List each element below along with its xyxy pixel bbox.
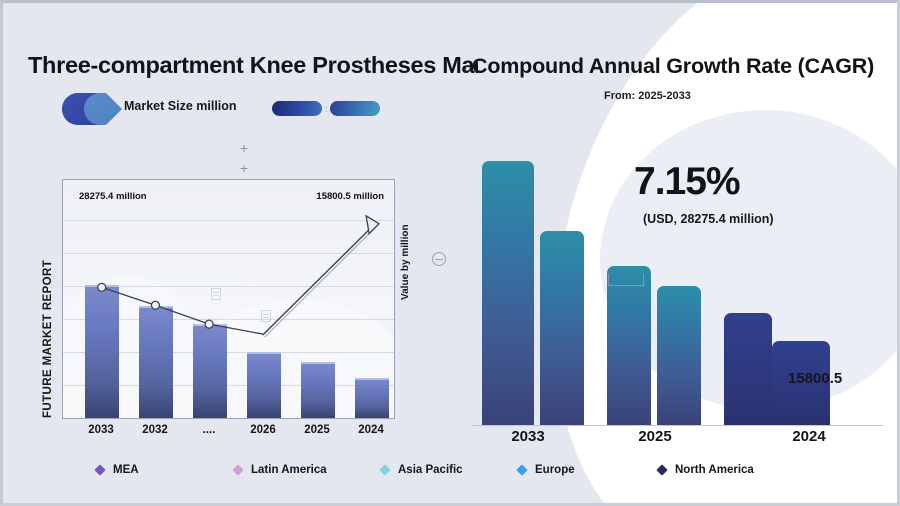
legend-label: North America (675, 464, 754, 476)
left-chart-y-axis-label: Value by million (400, 224, 411, 300)
right-x-label-2033: 2033 (511, 428, 545, 445)
legend-item-asia-pacific[interactable]: Asia Pacific (379, 464, 463, 476)
gridline (63, 319, 394, 320)
decor-bracket (608, 274, 645, 286)
rbar-2025-low (657, 286, 701, 426)
gridline (63, 220, 394, 221)
x-label-2032: 2032 (142, 424, 168, 436)
x-label-ellipsis: .... (202, 424, 216, 436)
cagr-value: 7.15% (634, 160, 741, 203)
right-x-label-2025: 2025 (638, 428, 672, 445)
subtitle-date-range: From: 2025-2033 (604, 90, 691, 102)
zoom-out-icon[interactable] (432, 252, 446, 266)
ghost-list-icon (261, 310, 271, 322)
rbar-2025-high (607, 266, 651, 426)
bar-ellipsis (193, 324, 227, 418)
legend-swatch-icon (379, 464, 391, 476)
rbar-2024-high (724, 313, 772, 426)
right-chart-axis-line (472, 425, 884, 426)
gridline (63, 286, 394, 287)
legend-item-latin-america[interactable]: Latin America (232, 464, 327, 476)
left-chart-x-axis: 2033 2032 .... 2026 2025 2024 (62, 424, 395, 444)
plus-icon: + (240, 140, 249, 156)
brand-vertical-label: FUTURE MARKET REPORT (42, 259, 54, 418)
left-chart-panel: 28275.4 million 15800.5 million (62, 179, 395, 419)
right-chart-data-label: 15800.5 (788, 370, 843, 387)
legend-swatch-icon (232, 464, 244, 476)
x-label-2026: 2026 (250, 424, 276, 436)
x-label-2033: 2033 (88, 424, 114, 436)
region-legend: MEA Latin America Asia Pacific Europe No… (0, 464, 900, 490)
ghost-list-icon (211, 288, 221, 300)
legend-label: Asia Pacific (398, 464, 463, 476)
rbar-2024-low (772, 341, 830, 426)
rbar-2033-low (540, 231, 584, 426)
page-title-right: Compound Annual Growth Rate (CAGR) (472, 54, 875, 78)
bar-2032 (139, 306, 173, 418)
legend-swatch-icon (656, 464, 668, 476)
x-label-2024: 2024 (358, 424, 384, 436)
bar-2024 (355, 378, 389, 418)
gridline (63, 352, 394, 353)
x-label-2025: 2025 (304, 424, 330, 436)
gridline (63, 253, 394, 254)
legend-item-north-america[interactable]: North America (656, 464, 754, 476)
logo-label: Market Size million (124, 99, 237, 113)
annotation-start-value: 28275.4 million (79, 191, 147, 202)
bar-2026 (247, 352, 281, 418)
bar-2025 (301, 362, 335, 418)
decor-pill-primary (272, 101, 322, 116)
legend-swatch-icon (516, 464, 528, 476)
trend-line-overlay (97, 214, 381, 338)
annotation-end-value: 15800.5 million (316, 191, 384, 202)
gridline (63, 385, 394, 386)
page-title-left: Three-compartment Knee Prostheses Mar… (28, 52, 478, 78)
canvas-frame-right (897, 0, 900, 506)
legend-label: Latin America (251, 464, 327, 476)
pill-separator: : (325, 104, 328, 114)
legend-item-mea[interactable]: MEA (94, 464, 139, 476)
cagr-subvalue: (USD, 28275.4 million) (643, 212, 774, 226)
brand-logo-icon (62, 93, 122, 125)
legend-label: MEA (113, 464, 139, 476)
legend-item-europe[interactable]: Europe (516, 464, 575, 476)
legend-label: Europe (535, 464, 575, 476)
right-x-label-2024: 2024 (792, 428, 826, 445)
right-chart-area (472, 150, 884, 426)
plus-icon: + (240, 160, 249, 176)
decor-pill-secondary (330, 101, 380, 116)
rbar-2033-high (482, 161, 534, 426)
legend-swatch-icon (94, 464, 106, 476)
